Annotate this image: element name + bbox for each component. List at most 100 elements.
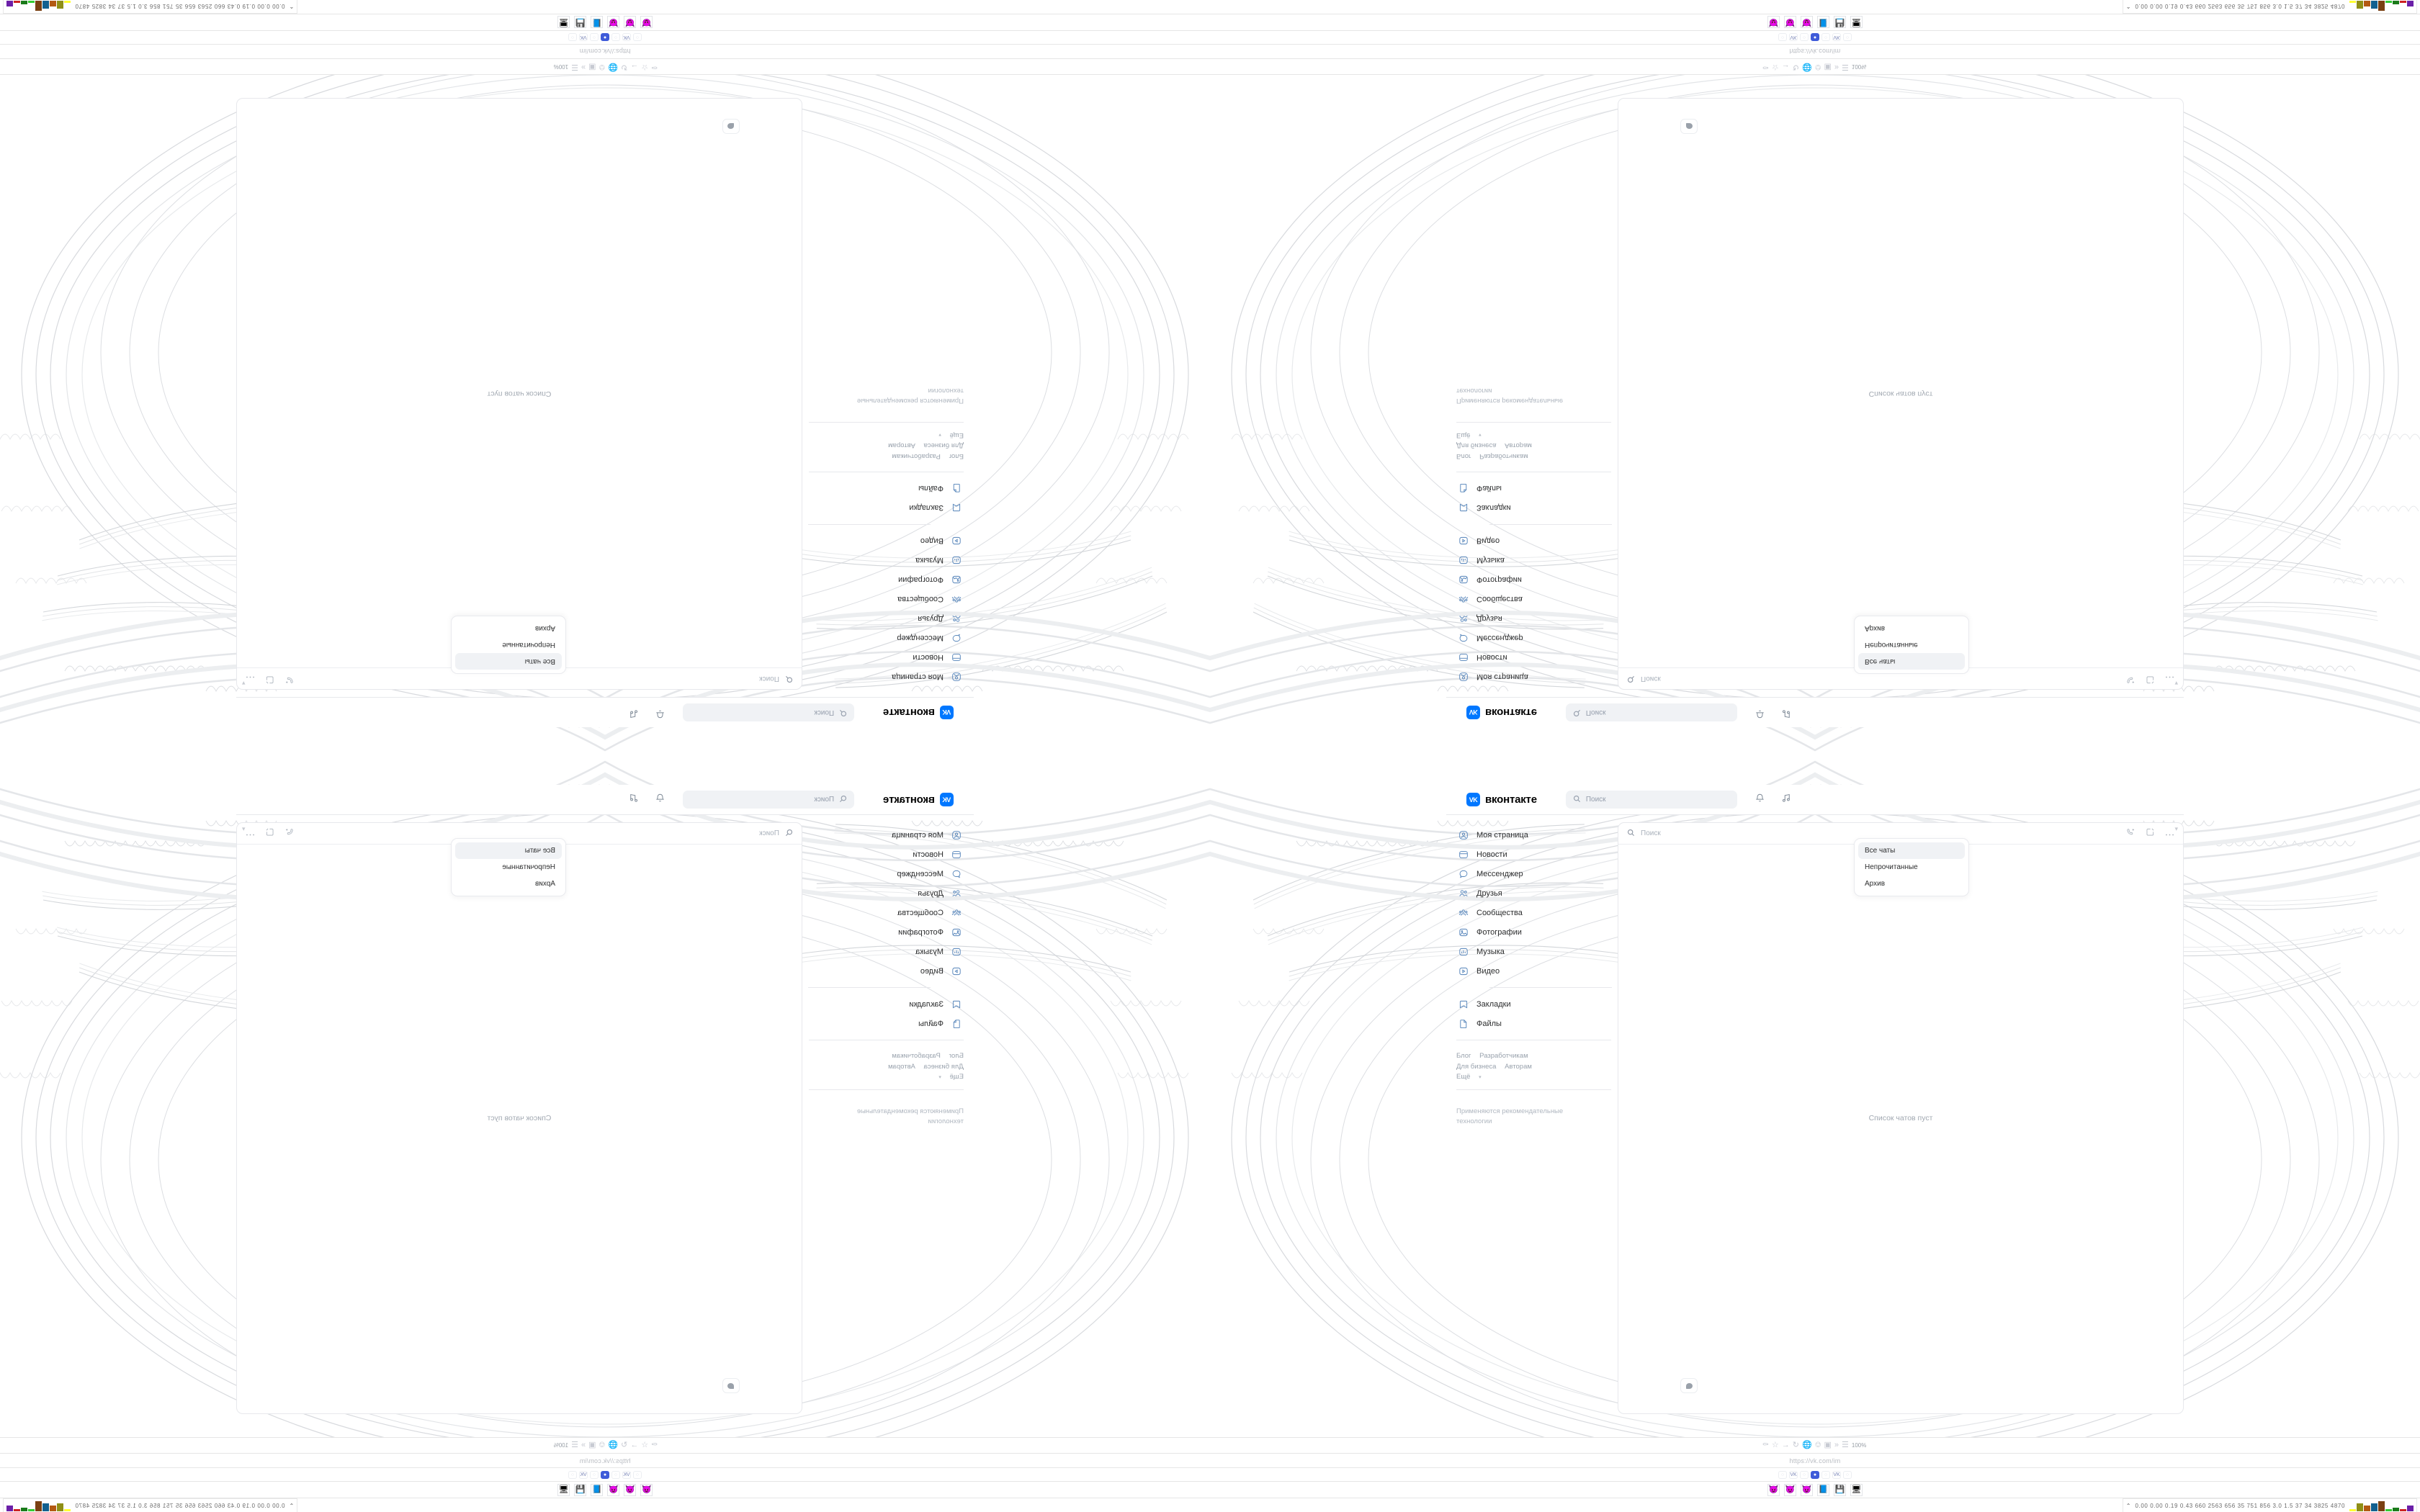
- browser-tab[interactable]: ○: [611, 1470, 620, 1479]
- dropdown-item-all-chats[interactable]: Все чаты: [1858, 842, 1965, 859]
- globe-icon[interactable]: 🌐: [1801, 1441, 1812, 1449]
- menu-icon[interactable]: ☰: [1842, 63, 1849, 71]
- footer-link-more[interactable]: Ещё: [1456, 431, 1471, 439]
- browser-tab-vk[interactable]: VK: [1789, 1470, 1798, 1479]
- footer-link-developers[interactable]: Разработчикам: [892, 452, 941, 460]
- reload-icon[interactable]: ↻: [1792, 63, 1799, 71]
- forward-arrow-icon[interactable]: →: [630, 1441, 639, 1449]
- menu-icon[interactable]: ☰: [571, 1441, 578, 1449]
- sidebar-item-files[interactable]: Файлы: [1456, 479, 1612, 498]
- browser-tab[interactable]: ○: [611, 33, 620, 42]
- sidebar-item-communities[interactable]: Сообщества: [808, 903, 964, 922]
- compose-icon[interactable]: [2146, 827, 2155, 840]
- footer-link-business[interactable]: Для бизнеса: [1456, 1062, 1497, 1071]
- footer-link-developers[interactable]: Разработчикам: [1479, 452, 1528, 460]
- sidebar-item-video[interactable]: Видео: [1456, 961, 1612, 981]
- sidebar-item-files[interactable]: Файлы: [1456, 1014, 1612, 1033]
- firefox-icon[interactable]: 😈: [624, 1483, 636, 1496]
- footer-link-more[interactable]: Ещё: [949, 431, 964, 439]
- extension-icon[interactable]: ▣: [588, 63, 596, 71]
- sidebar-item-news[interactable]: Новости: [808, 648, 964, 667]
- sidebar-item-news[interactable]: Новости: [1456, 648, 1612, 667]
- address-bar[interactable]: https://vk.com/im: [1210, 45, 2420, 59]
- global-search-input[interactable]: Поиск: [1565, 791, 1737, 809]
- footer-link-blog[interactable]: Блог: [1456, 452, 1471, 460]
- browser-tab[interactable]: ○: [1821, 33, 1830, 42]
- footer-link-authors[interactable]: Авторам: [1505, 1062, 1532, 1071]
- browser-tab[interactable]: ○: [1843, 33, 1852, 42]
- more-options-icon[interactable]: [2165, 827, 2174, 840]
- download-icon[interactable]: ⎊: [599, 63, 606, 71]
- forward-arrow-icon[interactable]: →: [1781, 63, 1790, 71]
- add-call-icon[interactable]: [2126, 827, 2136, 840]
- firefox-icon[interactable]: 😈: [1767, 1483, 1780, 1496]
- shield-icon[interactable]: ⚰: [1762, 1441, 1769, 1449]
- browser-tab[interactable]: ○: [1800, 1470, 1809, 1479]
- sidebar-item-my-page[interactable]: Моя страница: [808, 825, 964, 845]
- browser-tab-vk[interactable]: VK: [1832, 1470, 1841, 1479]
- sidebar-item-video[interactable]: Видео: [808, 531, 964, 551]
- chat-search-input[interactable]: Поиск: [300, 829, 793, 839]
- add-call-icon[interactable]: [284, 672, 294, 685]
- browser-tab[interactable]: ○: [568, 1470, 577, 1479]
- firefox-icon[interactable]: 😈: [1784, 1483, 1796, 1496]
- dropdown-item-all-chats[interactable]: Все чаты: [455, 653, 562, 670]
- notepad-icon[interactable]: 📘: [591, 16, 603, 29]
- scroll-chevron-right[interactable]: ▾: [2174, 825, 2178, 832]
- sidebar-item-files[interactable]: Файлы: [808, 479, 964, 498]
- globe-icon[interactable]: 🌐: [608, 1441, 619, 1449]
- sidebar-item-photos[interactable]: Фотографии: [1456, 570, 1612, 590]
- sidebar-item-bookmarks[interactable]: Закладки: [808, 498, 964, 518]
- dropdown-item-unread[interactable]: Непрочитанные: [1858, 859, 1965, 876]
- firefox-icon[interactable]: 😈: [624, 16, 636, 29]
- sidebar-item-friends[interactable]: Друзья: [1456, 883, 1612, 903]
- firefox-icon[interactable]: 😈: [640, 1483, 653, 1496]
- scroll-chevron-right[interactable]: ▾: [2174, 680, 2178, 687]
- add-call-icon[interactable]: [2126, 672, 2136, 685]
- compose-icon[interactable]: [2146, 672, 2155, 685]
- browser-tab-active[interactable]: ●: [1811, 33, 1819, 42]
- browser-tab-active[interactable]: ●: [601, 33, 609, 42]
- sidebar-item-messenger[interactable]: Мессенджер: [1456, 629, 1612, 648]
- new-chat-fab[interactable]: [1680, 119, 1698, 134]
- chat-search-input[interactable]: Поиск: [1627, 674, 2120, 684]
- menu-icon[interactable]: ☰: [1842, 1441, 1849, 1449]
- firefox-icon[interactable]: 😈: [1784, 16, 1796, 29]
- bell-icon[interactable]: [655, 706, 666, 720]
- footer-link-more[interactable]: Ещё: [949, 1073, 964, 1081]
- footer-link-business[interactable]: Для бизнеса: [923, 1062, 964, 1071]
- globe-icon[interactable]: 🌐: [1801, 63, 1812, 71]
- terminal-icon[interactable]: 🖥: [557, 1483, 570, 1496]
- zoom-level-label[interactable]: 100%: [553, 63, 569, 70]
- browser-tab-vk[interactable]: VK: [622, 33, 631, 42]
- collapse-caret-icon[interactable]: ⌃: [2125, 1502, 2131, 1509]
- sidebar-item-music[interactable]: Музыка: [1456, 942, 1612, 961]
- sidebar-item-friends[interactable]: Друзья: [1456, 609, 1612, 629]
- scroll-chevron-right[interactable]: ▾: [242, 825, 246, 832]
- bookmark-star-icon[interactable]: ☆: [641, 63, 649, 71]
- dropdown-item-unread[interactable]: Непрочитанные: [455, 859, 562, 876]
- extension-icon[interactable]: ▣: [588, 1441, 596, 1449]
- floppy-disk-icon[interactable]: 💾: [574, 1483, 586, 1496]
- shield-icon[interactable]: ⚰: [651, 63, 658, 71]
- sidebar-item-music[interactable]: Музыка: [808, 942, 964, 961]
- terminal-icon[interactable]: 🖥: [557, 16, 570, 29]
- browser-tab-vk[interactable]: VK: [579, 33, 588, 42]
- more-options-icon[interactable]: [2165, 672, 2174, 685]
- chevrons-icon[interactable]: »: [581, 63, 586, 71]
- bookmark-star-icon[interactable]: ☆: [641, 1441, 649, 1449]
- sidebar-item-messenger[interactable]: Мессенджер: [808, 629, 964, 648]
- notepad-icon[interactable]: 📘: [1817, 1483, 1829, 1496]
- browser-tab[interactable]: ○: [1843, 1470, 1852, 1479]
- bell-icon[interactable]: [1754, 706, 1765, 720]
- download-icon[interactable]: ⎊: [1814, 1441, 1821, 1449]
- browser-tab[interactable]: ○: [1778, 33, 1787, 42]
- browser-tab-vk[interactable]: VK: [622, 1470, 631, 1479]
- compose-icon[interactable]: [265, 672, 274, 685]
- sidebar-item-video[interactable]: Видео: [808, 961, 964, 981]
- bookmark-star-icon[interactable]: ☆: [1771, 63, 1779, 71]
- download-icon[interactable]: ⎊: [1814, 63, 1821, 71]
- sidebar-item-friends[interactable]: Друзья: [808, 609, 964, 629]
- sidebar-item-photos[interactable]: Фотографии: [808, 570, 964, 590]
- footer-link-blog[interactable]: Блог: [1456, 1052, 1471, 1060]
